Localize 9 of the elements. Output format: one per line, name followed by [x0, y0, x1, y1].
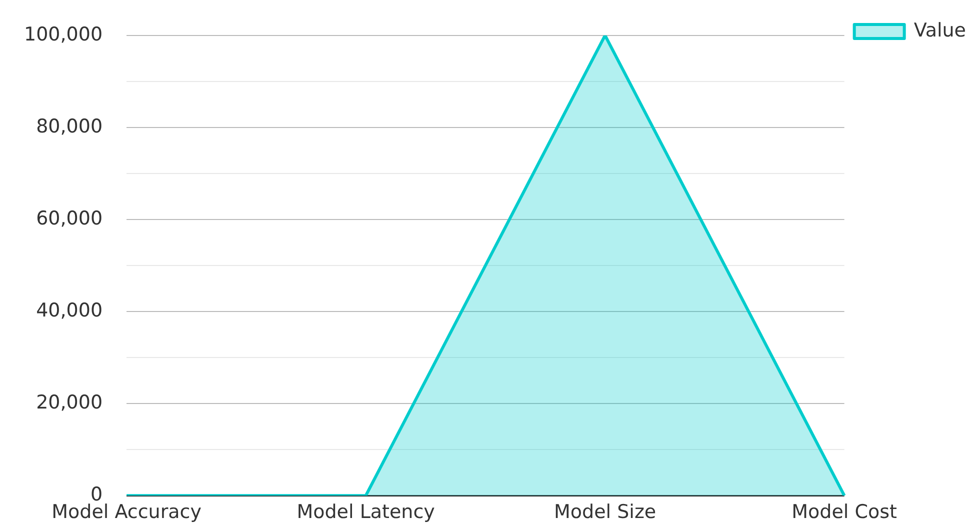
y-tick-label: 60,000	[36, 207, 103, 230]
y-tick-label: 80,000	[36, 115, 103, 138]
y-tick-label: 20,000	[36, 391, 103, 414]
x-tick-label: Model Latency	[296, 500, 435, 523]
y-tick-label: 100,000	[24, 23, 103, 46]
legend-label: Value	[914, 19, 966, 42]
x-tick-label: Model Cost	[792, 500, 897, 523]
x-tick-label: Model Size	[554, 500, 656, 523]
y-tick-label: 40,000	[36, 299, 103, 322]
